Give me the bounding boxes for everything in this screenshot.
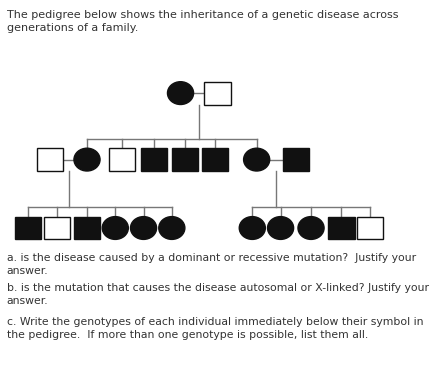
Text: b. is the mutation that causes the disease autosomal or X-linked? Justify your
a: b. is the mutation that causes the disea… bbox=[7, 283, 427, 306]
Circle shape bbox=[74, 148, 100, 171]
Circle shape bbox=[239, 217, 265, 239]
Text: c. Write the genotypes of each individual immediately below their symbol in
the : c. Write the genotypes of each individua… bbox=[7, 317, 422, 340]
Bar bbox=[15, 217, 41, 239]
Circle shape bbox=[243, 148, 269, 171]
Bar bbox=[202, 148, 228, 171]
Text: a. is the disease caused by a dominant or recessive mutation?  Justify your
answ: a. is the disease caused by a dominant o… bbox=[7, 253, 415, 276]
Bar bbox=[141, 148, 167, 171]
Circle shape bbox=[130, 217, 156, 239]
Circle shape bbox=[297, 217, 323, 239]
Bar bbox=[37, 148, 63, 171]
Circle shape bbox=[102, 217, 128, 239]
Bar bbox=[171, 148, 197, 171]
Bar bbox=[43, 217, 69, 239]
Circle shape bbox=[267, 217, 293, 239]
Text: The pedigree below shows the inheritance of a genetic disease across
generations: The pedigree below shows the inheritance… bbox=[7, 10, 397, 33]
Bar bbox=[74, 217, 100, 239]
Circle shape bbox=[167, 82, 193, 105]
Circle shape bbox=[158, 217, 184, 239]
Bar bbox=[356, 217, 382, 239]
Bar bbox=[204, 82, 230, 105]
Bar bbox=[328, 217, 354, 239]
Bar bbox=[282, 148, 308, 171]
Bar bbox=[108, 148, 135, 171]
